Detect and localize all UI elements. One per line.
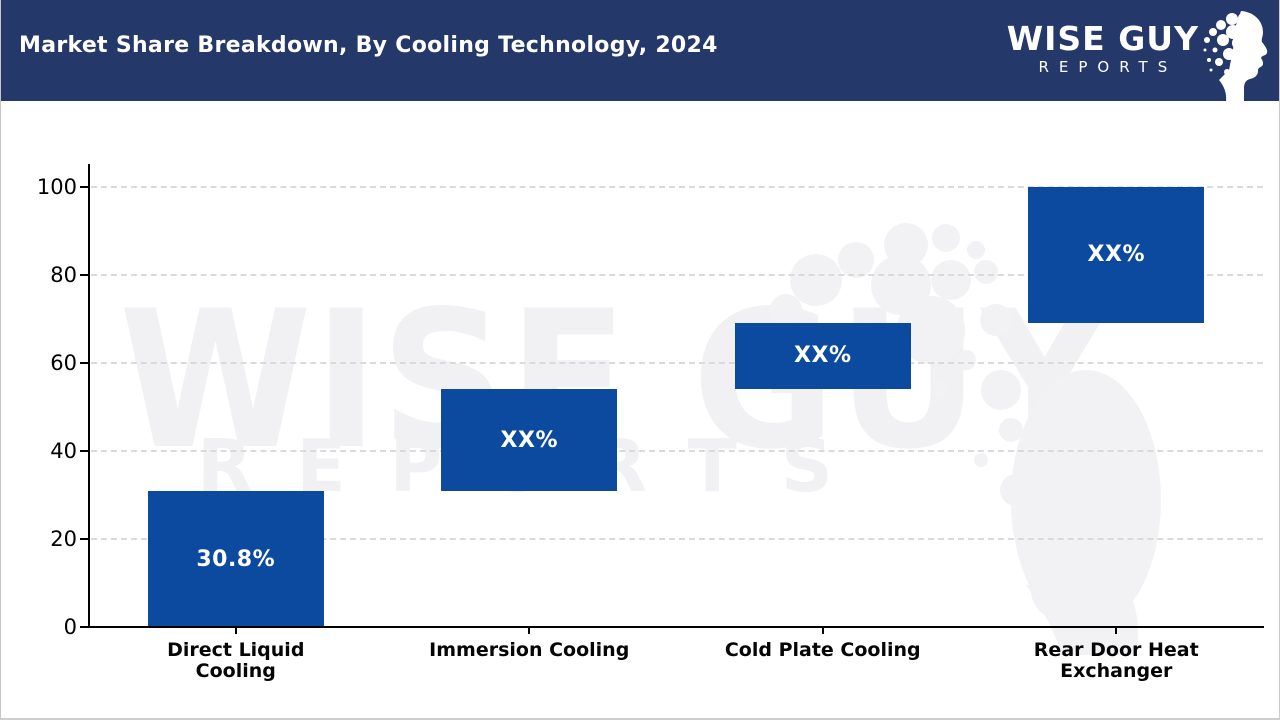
bar-value-label: XX% (1087, 242, 1145, 268)
x-tick-2 (528, 628, 531, 634)
bar-4: XX% (1028, 187, 1205, 323)
y-tick-100 (80, 186, 88, 188)
y-tick-20 (80, 538, 88, 540)
x-category-label: Cold Plate Cooling (724, 639, 921, 661)
wise-guy-reports-logo: WISE GUY REPORTS (1005, 4, 1275, 102)
gridline-80 (91, 274, 1263, 276)
bar-1: 30.8% (147, 491, 324, 627)
gridline-100 (91, 186, 1263, 188)
logo-wiseguy-label: WISE GUY (1006, 19, 1199, 58)
y-tick-label-80: 80 (50, 263, 77, 287)
x-category-label: Immersion Cooling (429, 639, 630, 661)
bar-2: XX% (441, 389, 618, 492)
bar-value-label: XX% (794, 343, 852, 369)
x-category-label: Direct Liquid Cooling (167, 639, 305, 682)
y-tick-40 (80, 450, 88, 452)
bar-value-label: 30.8% (196, 546, 276, 572)
y-tick-0 (80, 626, 88, 628)
x-category-label: Rear Door Heat Exchanger (1033, 639, 1199, 682)
y-tick-label-100: 100 (36, 175, 77, 199)
gridline-60 (91, 362, 1263, 364)
y-axis-spine (88, 164, 90, 628)
chart-title: Market Share Breakdown, By Cooling Techn… (19, 33, 718, 58)
bar-value-label: XX% (500, 427, 558, 453)
x-tick-4 (1115, 628, 1118, 634)
y-tick-label-20: 20 (50, 527, 77, 551)
x-tick-3 (821, 628, 824, 634)
dotted-head-profile-icon (1203, 11, 1268, 102)
gridline-40 (91, 450, 1263, 452)
logo-reports-label: REPORTS (1038, 58, 1178, 76)
y-tick-label-60: 60 (50, 351, 77, 375)
y-tick-80 (80, 274, 88, 276)
x-tick-1 (234, 628, 237, 634)
logo-text: WISE GUY REPORTS (1006, 19, 1199, 77)
gridline-20 (91, 538, 1263, 540)
x-axis-spine (88, 626, 1264, 628)
bar-3: XX% (734, 322, 911, 390)
header-bar: Market Share Breakdown, By Cooling Techn… (1, 0, 1279, 102)
y-tick-60 (80, 362, 88, 364)
y-tick-label-0: 0 (63, 615, 77, 639)
y-tick-label-40: 40 (50, 439, 77, 463)
